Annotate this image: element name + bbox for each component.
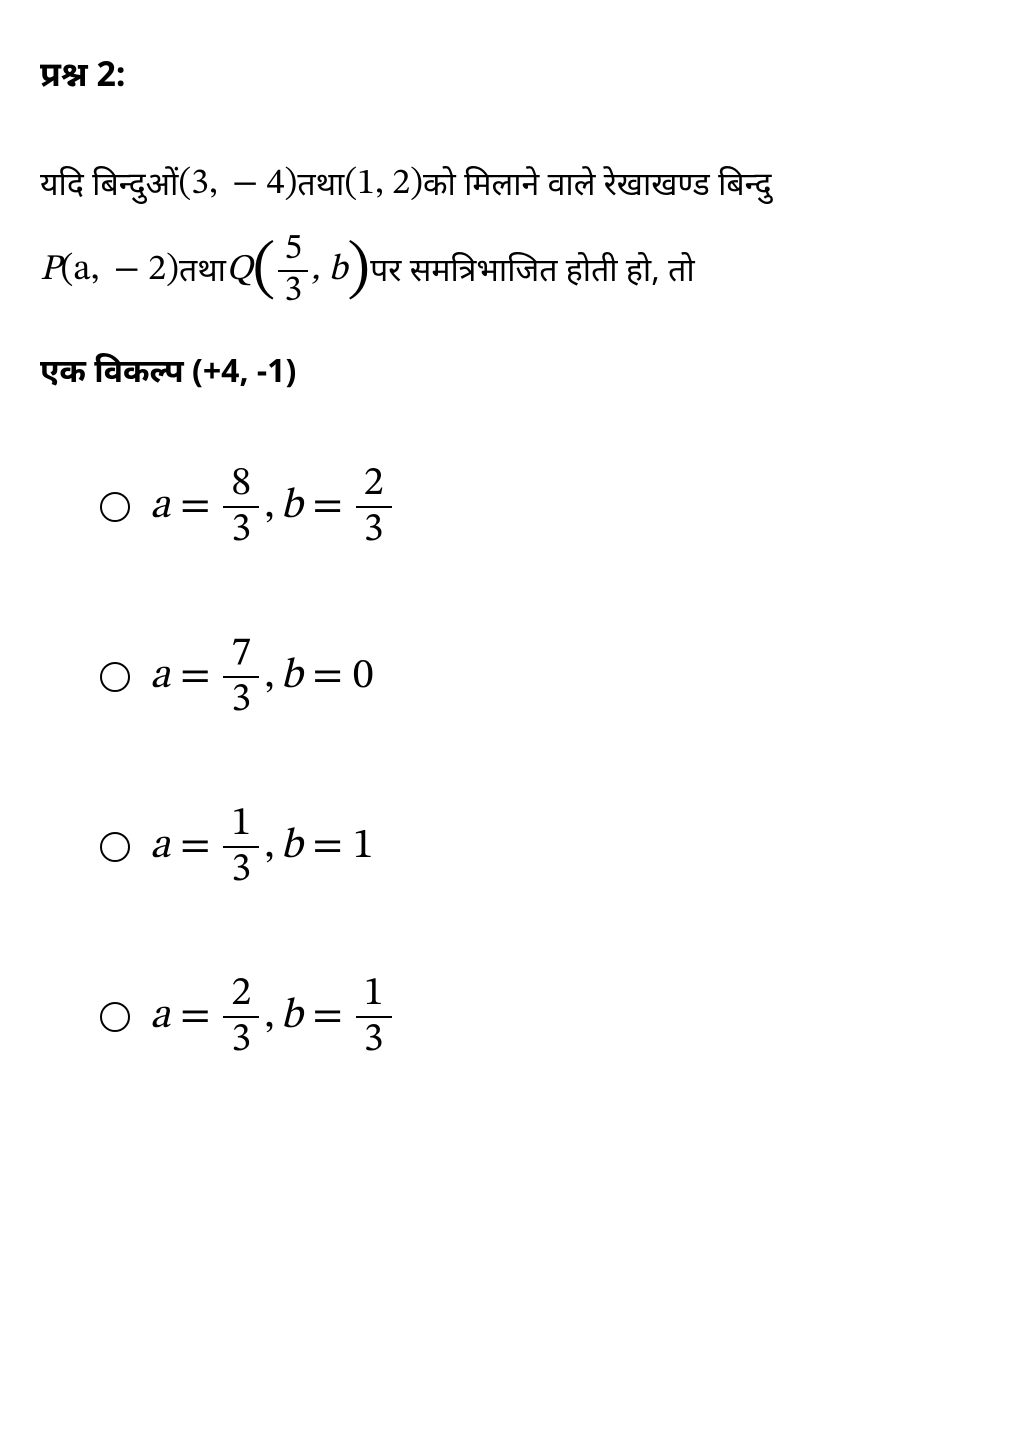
o1-a-num: 8	[223, 462, 259, 508]
q-text-4: तथा	[179, 232, 226, 309]
var-a: a	[150, 820, 170, 873]
radio-icon	[100, 662, 130, 692]
var-b: b	[281, 650, 303, 703]
o4-frac-a: 23	[223, 972, 259, 1062]
option-3-math: a= 13 , b= 1	[150, 802, 374, 892]
P-label: P	[40, 252, 60, 288]
option-2[interactable]: a= 73 , b= 0	[100, 632, 984, 722]
q-text-5: पर समत्रिभाजित होती हो, तो	[370, 232, 695, 309]
point-2: (1, 2)	[344, 141, 423, 227]
radio-icon	[100, 832, 130, 862]
Q-frac-num: 5	[278, 230, 308, 272]
o3-a-num: 1	[223, 802, 259, 848]
var-b: b	[281, 820, 303, 873]
point1-open: (3,	[178, 166, 218, 202]
var-a: a	[150, 650, 170, 703]
var-b: b	[281, 480, 303, 533]
o2-a-den: 3	[223, 678, 259, 722]
option-1[interactable]: a= 83 , b= 23	[100, 462, 984, 552]
q-text-1: यदि बिन्दुओं	[40, 146, 178, 223]
o4-a-den: 3	[223, 1018, 259, 1062]
q-text-3: को मिलाने वाले रेखाखण्ड बिन्दु	[423, 146, 772, 223]
point-Q: Q(53, b)	[226, 227, 370, 313]
o4-b-den: 3	[356, 1018, 392, 1062]
o4-a-num: 2	[223, 972, 259, 1018]
option-3[interactable]: a= 13 , b= 1	[100, 802, 984, 892]
o2-frac-a: 73	[223, 632, 259, 722]
P-close: − 2)	[105, 252, 179, 288]
Q-b: , b	[311, 227, 347, 313]
Q-fraction: 53	[278, 230, 308, 311]
question-number: प्रश्न 2:	[40, 50, 984, 96]
point-1: (3, − 4)	[178, 141, 297, 227]
Q-frac-den: 3	[278, 272, 308, 312]
var-b: b	[281, 990, 303, 1043]
o1-b-num: 2	[356, 462, 392, 508]
o2-b-val: 0	[353, 650, 374, 703]
Q-label: Q	[226, 227, 253, 313]
o3-a-den: 3	[223, 848, 259, 892]
question-text: यदि बिन्दुओं (3, − 4) तथा (1, 2) को मिला…	[40, 141, 984, 314]
point1-close: − 4)	[224, 166, 298, 202]
o2-a-num: 7	[223, 632, 259, 678]
o3-frac-a: 13	[223, 802, 259, 892]
option-4[interactable]: a= 23 , b= 13	[100, 972, 984, 1062]
option-1-math: a= 83 , b= 23	[150, 462, 395, 552]
options-container: a= 83 , b= 23 a= 73 , b= 0 a= 13 , b= 1 …	[40, 462, 984, 1062]
var-a: a	[150, 480, 170, 533]
question-line-1: यदि बिन्दुओं (3, − 4) तथा (1, 2) को मिला…	[40, 141, 984, 227]
point-P: P(a, − 2)	[40, 227, 179, 313]
radio-icon	[100, 1002, 130, 1032]
P-open: (a,	[60, 252, 99, 288]
o1-frac-a: 83	[223, 462, 259, 552]
o4-b-num: 1	[356, 972, 392, 1018]
o3-b-val: 1	[353, 820, 374, 873]
q-text-2: तथा	[297, 146, 344, 223]
o1-a-den: 3	[223, 508, 259, 552]
question-line-2: P(a, − 2) तथा Q(53, b) पर समत्रिभाजित हो…	[40, 227, 984, 313]
option-2-math: a= 73 , b= 0	[150, 632, 374, 722]
o1-b-den: 3	[356, 508, 392, 552]
radio-icon	[100, 492, 130, 522]
o4-frac-b: 13	[356, 972, 392, 1062]
var-a: a	[150, 990, 170, 1043]
option-4-math: a= 23 , b= 13	[150, 972, 395, 1062]
option-header: एक विकल्प (+4, -1)	[40, 349, 984, 392]
o1-frac-b: 23	[356, 462, 392, 552]
